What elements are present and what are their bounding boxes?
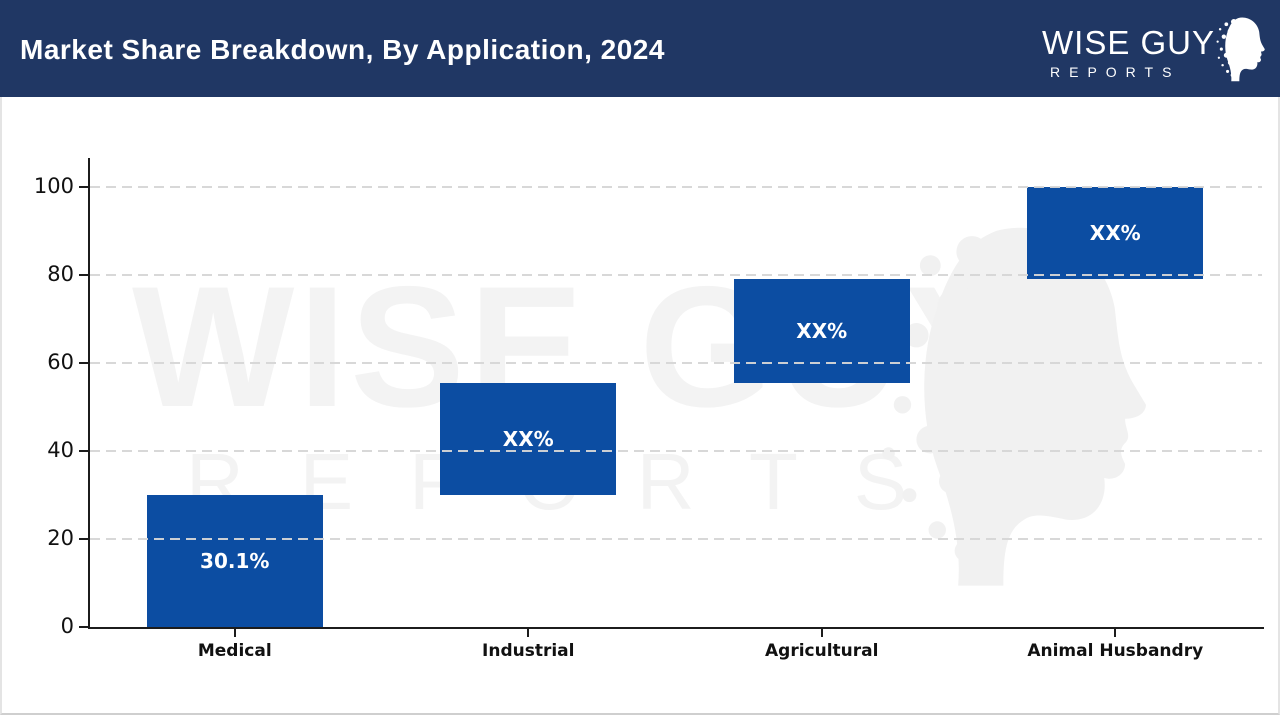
x-tick-mark bbox=[1114, 629, 1117, 637]
header: Market Share Breakdown, By Application, … bbox=[0, 0, 1280, 97]
logo-wordmark: WISE GUY bbox=[1042, 24, 1216, 61]
x-category-label: Industrial bbox=[482, 641, 575, 661]
y-tick-label: 60 bbox=[47, 350, 74, 374]
x-category-label: Medical bbox=[197, 641, 272, 661]
bar-segment bbox=[440, 382, 617, 495]
gridline bbox=[90, 362, 1262, 364]
y-tick-mark bbox=[79, 450, 88, 452]
y-tick-label: 0 bbox=[60, 614, 74, 638]
page-title: Market Share Breakdown, By Application, … bbox=[20, 34, 665, 65]
gridline bbox=[90, 538, 1262, 540]
brand-logo: WISE GUY REPORTS bbox=[1016, 6, 1266, 94]
x-category-label: Agricultural bbox=[765, 641, 879, 661]
y-axis-line bbox=[88, 158, 90, 629]
logo-dot-head-icon bbox=[1216, 17, 1265, 82]
y-tick-mark bbox=[79, 362, 88, 364]
bar-segment bbox=[733, 278, 910, 383]
y-tick-mark bbox=[79, 274, 88, 276]
gridline bbox=[90, 186, 1262, 188]
y-tick-label: 20 bbox=[47, 526, 74, 550]
x-category-label: Animal Husbandry bbox=[1027, 641, 1204, 661]
y-tick-label: 80 bbox=[47, 262, 74, 286]
bar-value-label: XX% bbox=[1089, 220, 1141, 245]
x-tick-mark bbox=[233, 629, 236, 637]
y-tick-label: 40 bbox=[47, 438, 74, 462]
bar-value-label: 30.1% bbox=[200, 548, 270, 573]
bar-value-label: XX% bbox=[502, 426, 554, 451]
y-tick-mark bbox=[79, 186, 88, 188]
x-axis-line bbox=[88, 627, 1264, 629]
y-tick-mark bbox=[79, 626, 88, 628]
watermark-dot-head-icon bbox=[875, 227, 1146, 586]
gridline bbox=[90, 274, 1262, 276]
x-tick-mark bbox=[527, 629, 530, 637]
gridline bbox=[90, 450, 1262, 452]
y-tick-label: 100 bbox=[33, 174, 74, 198]
bar-segment bbox=[146, 494, 323, 627]
bar-segment bbox=[1027, 187, 1204, 279]
x-tick-mark bbox=[820, 629, 823, 637]
y-tick-mark bbox=[79, 538, 88, 540]
bar-value-label: XX% bbox=[796, 318, 848, 343]
logo-subtitle: REPORTS bbox=[1050, 64, 1181, 80]
